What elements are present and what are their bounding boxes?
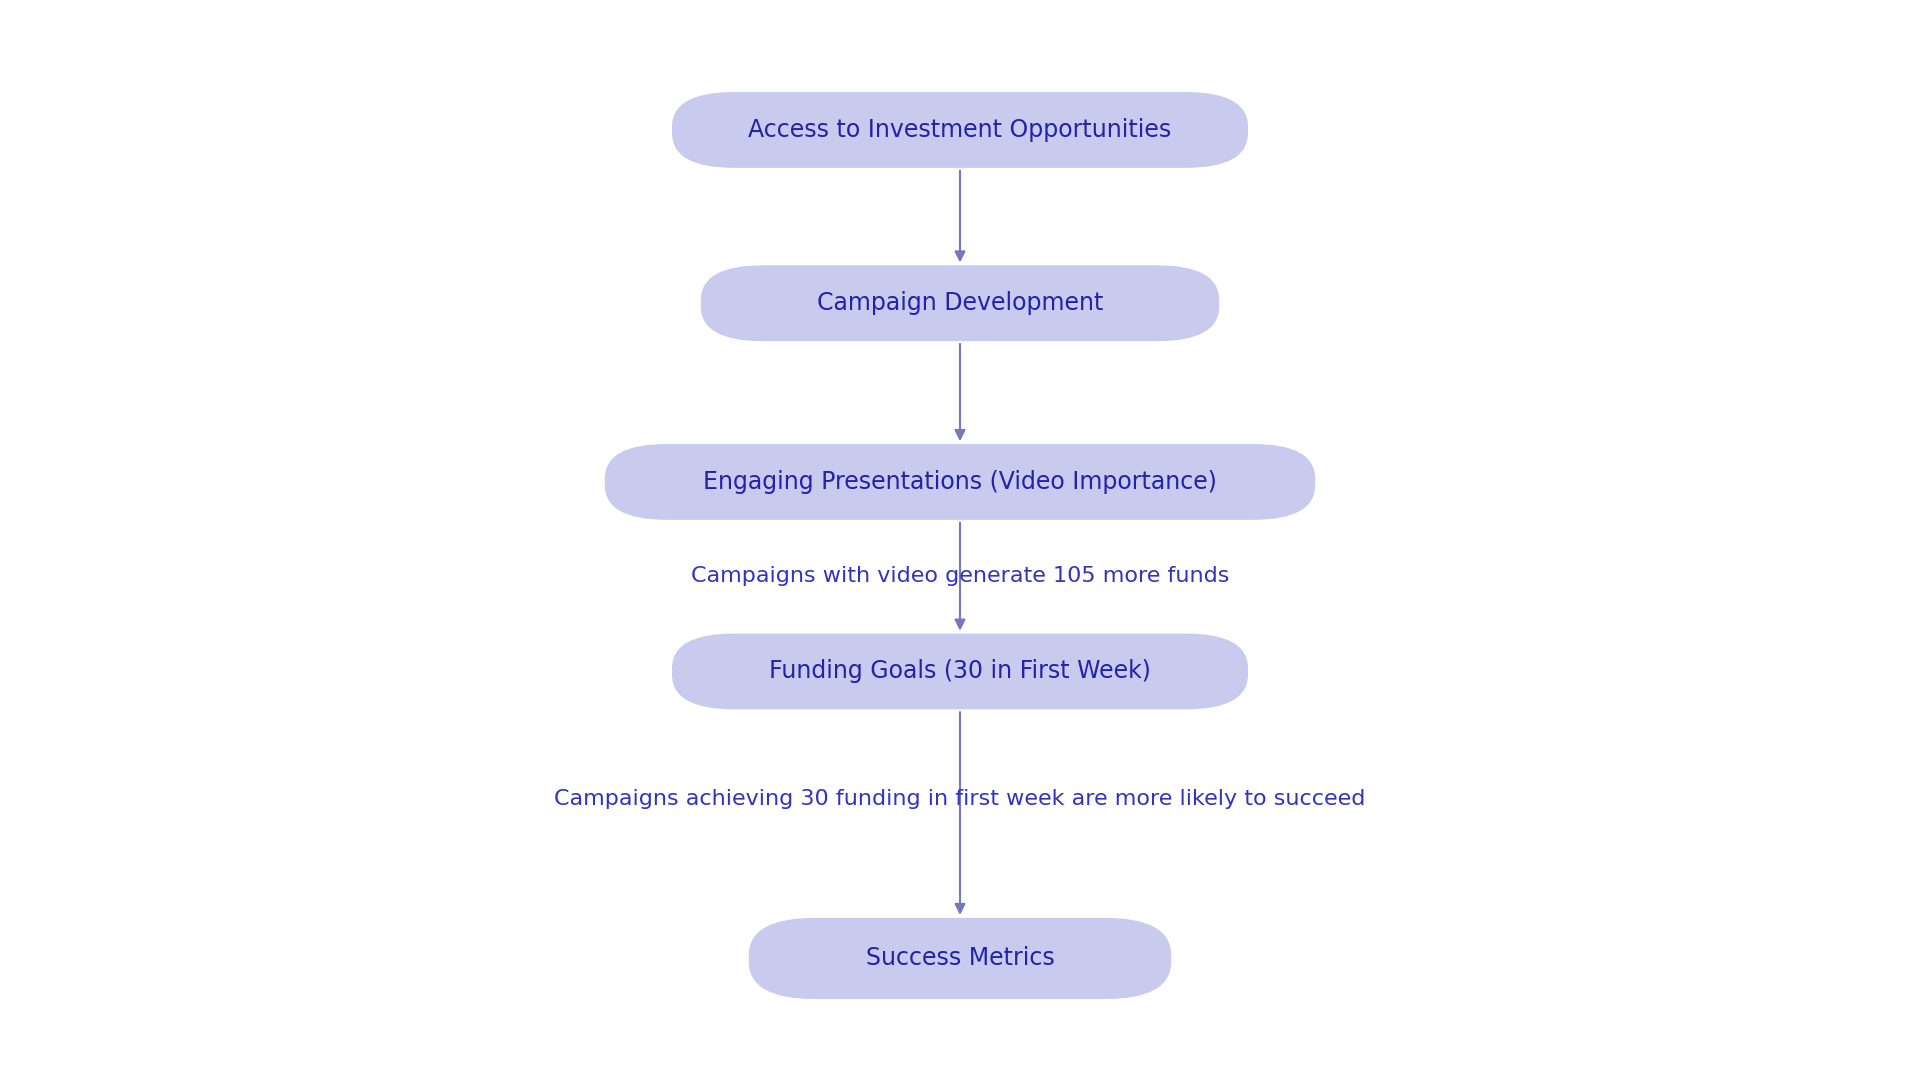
FancyBboxPatch shape xyxy=(749,917,1171,999)
Text: Campaigns with video generate 105 more funds: Campaigns with video generate 105 more f… xyxy=(691,566,1229,586)
Text: Access to Investment Opportunities: Access to Investment Opportunities xyxy=(749,118,1171,142)
Text: Engaging Presentations (Video Importance): Engaging Presentations (Video Importance… xyxy=(703,470,1217,494)
FancyBboxPatch shape xyxy=(672,634,1248,709)
FancyBboxPatch shape xyxy=(605,444,1315,520)
Text: Campaigns achieving 30 funding in first week are more likely to succeed: Campaigns achieving 30 funding in first … xyxy=(555,790,1365,809)
Text: Campaign Development: Campaign Development xyxy=(816,291,1104,315)
FancyBboxPatch shape xyxy=(672,92,1248,168)
Text: Success Metrics: Success Metrics xyxy=(866,947,1054,970)
Text: Funding Goals (30 in First Week): Funding Goals (30 in First Week) xyxy=(770,660,1150,683)
FancyBboxPatch shape xyxy=(701,265,1219,341)
